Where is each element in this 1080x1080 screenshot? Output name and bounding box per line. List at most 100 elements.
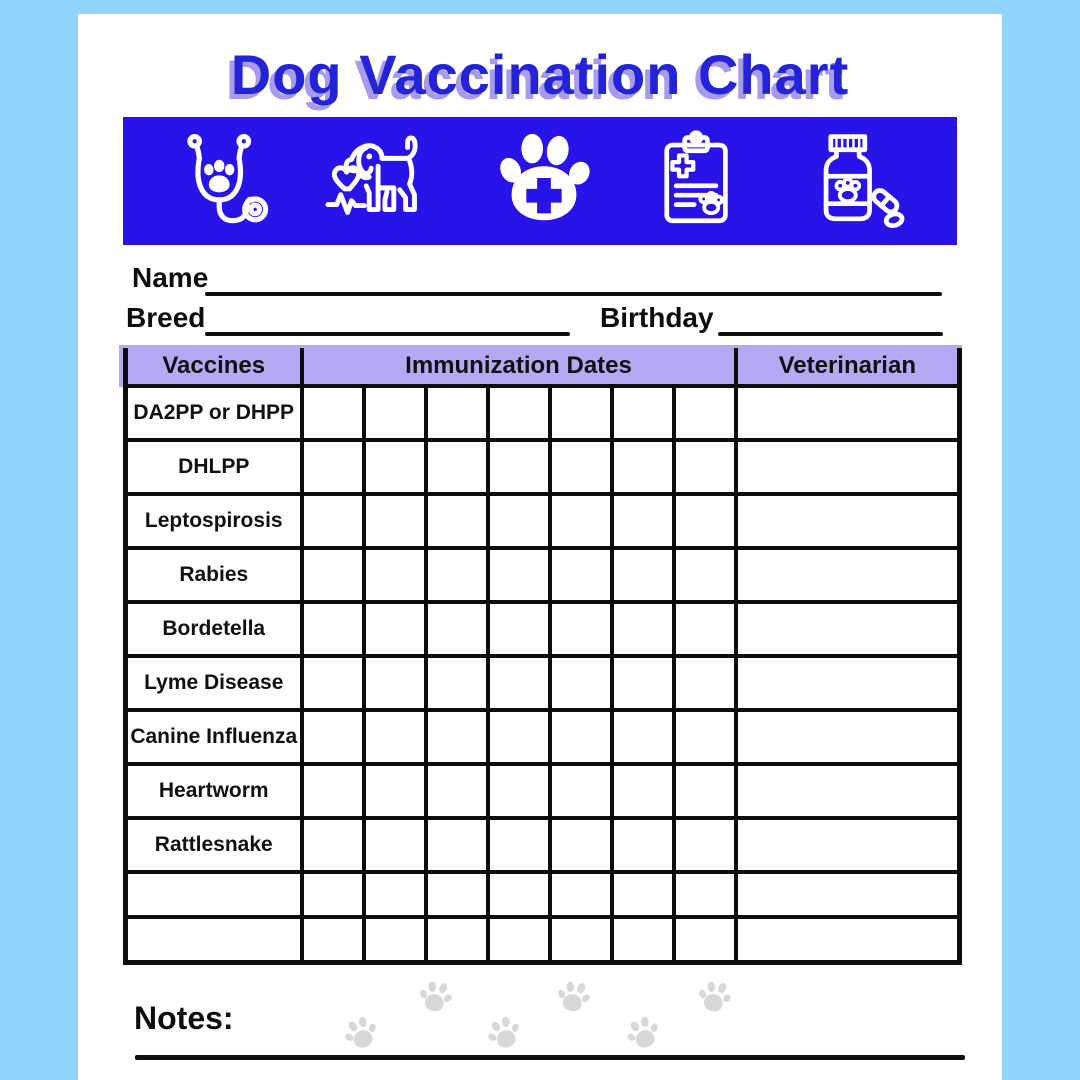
immunization-date-cell [485,546,552,604]
table-row [123,870,962,919]
immunization-date-cell [423,654,490,712]
table-row: Bordetella [123,600,962,658]
immunization-date-cell [609,600,676,658]
vaccines-header: Vaccines [123,348,304,388]
immunization-date-cell [299,654,366,712]
vaccine-name-cell: Rabies [123,546,304,604]
vaccine-name-cell: DHLPP [123,438,304,496]
paw-print-icon [558,981,590,1012]
immunization-date-cell [485,492,552,550]
table-row: Leptospirosis [123,492,962,550]
immunization-date-cell [299,870,366,919]
veterinarian-cell [733,708,962,766]
birthday-label: Birthday [600,302,714,333]
immunization-date-cell [423,492,490,550]
veterinarian-cell [733,654,962,712]
vaccine-name-cell [123,915,304,964]
immunization-date-cell [671,546,738,604]
vaccine-name-cell: Bordetella [123,600,304,658]
table-row: Rabies [123,546,962,604]
immunization-date-cell [671,708,738,766]
immunization-date-cell [547,546,614,604]
stethoscope-paw-icon [171,129,275,233]
immunization-date-cell [485,915,552,964]
table-row [123,915,962,964]
medical-clipboard-icon [645,129,749,233]
immunization-date-cell [423,438,490,496]
paw-print-icon [699,981,731,1012]
veterinarian-cell [733,762,962,820]
notes-blank-line [135,1055,965,1060]
immunization-date-cell [485,762,552,820]
immunization-date-cell [423,915,490,964]
immunization-date-cell [361,762,428,820]
immunization-date-cell [361,870,428,919]
paw-print-icon [488,1016,519,1048]
immunization-date-cell [361,708,428,766]
immunization-date-cell [671,870,738,919]
immunization-date-cell [547,438,614,496]
immunization-date-cell [485,438,552,496]
table-row: DHLPP [123,438,962,496]
immunization-date-cell [671,600,738,658]
veterinarian-cell [733,870,962,919]
name-blank-line [205,292,942,296]
table-row: Canine Influenza [123,708,962,766]
vaccine-name-cell: Lyme Disease [123,654,304,712]
immunization-date-cell [609,708,676,766]
immunization-date-cell [671,438,738,496]
immunization-date-cell [671,816,738,874]
immunization-date-cell [361,915,428,964]
immunization-date-cell [671,384,738,442]
vaccine-name-cell [123,870,304,919]
immunization-date-cell [547,816,614,874]
immunization-date-cell [547,384,614,442]
vaccine-name-cell: Canine Influenza [123,708,304,766]
immunization-date-cell [361,546,428,604]
veterinarian-cell [733,384,962,442]
immunization-date-cell [299,546,366,604]
immunization-date-cell [299,492,366,550]
immunization-date-cell [547,654,614,712]
immunization-date-cell [547,708,614,766]
immunization-date-cell [671,492,738,550]
veterinarian-header: Veterinarian [733,348,962,388]
immunization-date-cell [609,546,676,604]
immunization-date-cell [485,708,552,766]
immunization-date-cell [299,762,366,820]
veterinarian-cell [733,546,962,604]
immunization-date-cell [361,654,428,712]
immunization-date-cell [423,384,490,442]
immunization-date-cell [361,816,428,874]
medicine-bottle-pills-icon [797,129,909,233]
immunization-date-cell [299,384,366,442]
immunization-date-cell [299,915,366,964]
vaccination-table: Vaccines Immunization Dates Veterinarian… [123,348,963,965]
immunization-date-cell [299,600,366,658]
immunization-date-cell [299,708,366,766]
table-row: DA2PP or DHPP [123,384,962,442]
breed-blank-line [205,332,570,336]
immunization-date-cell [609,654,676,712]
table-row: Heartworm [123,762,962,820]
immunization-date-cell [609,762,676,820]
immunization-date-cell [671,654,738,712]
veterinarian-cell [733,915,962,964]
immunization-date-cell [671,762,738,820]
vaccine-name-cell: Rattlesnake [123,816,304,874]
paw-cross-icon [489,127,597,235]
immunization-date-cell [423,870,490,919]
breed-label: Breed [126,302,206,333]
immunization-date-cell [299,816,366,874]
paw-print-icon [420,981,452,1012]
document-page: Dog Vaccination Chart [78,14,1002,1080]
immunization-date-cell [423,708,490,766]
immunization-date-cell [485,870,552,919]
immunization-date-cell [609,870,676,919]
name-label: Name [132,262,209,293]
immunization-date-cell [671,915,738,964]
immunization-date-cell [609,384,676,442]
dog-heart-ekg-icon [323,131,441,231]
table-row: Lyme Disease [123,654,962,712]
